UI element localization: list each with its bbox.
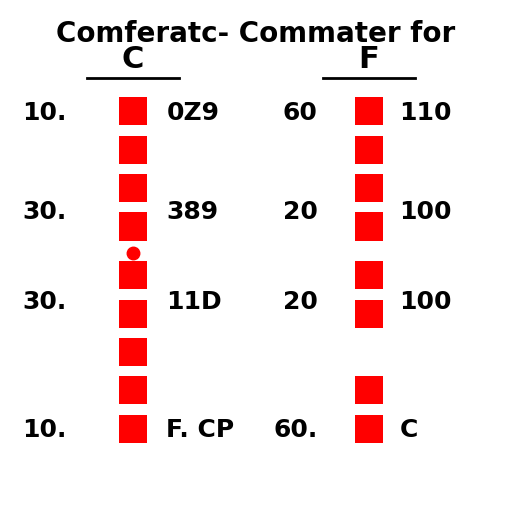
Text: F: F: [358, 45, 379, 74]
Text: Comferatc- Commater for: Comferatc- Commater for: [56, 20, 456, 49]
Text: F. CP: F. CP: [166, 418, 234, 442]
Bar: [354, 300, 383, 328]
Text: 10.: 10.: [22, 101, 67, 124]
Bar: [354, 136, 383, 164]
Text: 0Z9: 0Z9: [166, 101, 220, 124]
Text: 100: 100: [399, 290, 452, 314]
Text: 60.: 60.: [273, 418, 317, 442]
Text: 30.: 30.: [23, 290, 67, 314]
Text: C: C: [122, 45, 144, 74]
Text: C: C: [399, 418, 418, 442]
Bar: [119, 376, 147, 404]
Bar: [119, 174, 147, 202]
Bar: [119, 261, 147, 289]
Text: 30.: 30.: [23, 201, 67, 224]
Bar: [119, 300, 147, 328]
Text: 11D: 11D: [166, 290, 222, 314]
Bar: [119, 97, 147, 125]
Bar: [119, 212, 147, 241]
Bar: [354, 376, 383, 404]
Text: 60: 60: [283, 101, 317, 124]
Text: 110: 110: [399, 101, 452, 124]
Text: 100: 100: [399, 201, 452, 224]
Bar: [354, 415, 383, 443]
Text: 20: 20: [283, 290, 317, 314]
Bar: [119, 415, 147, 443]
Bar: [119, 338, 147, 366]
Text: 389: 389: [166, 201, 219, 224]
Bar: [119, 136, 147, 164]
Bar: [354, 174, 383, 202]
Text: 20: 20: [283, 201, 317, 224]
Text: 10.: 10.: [22, 418, 67, 442]
Bar: [354, 97, 383, 125]
Bar: [354, 212, 383, 241]
Bar: [354, 261, 383, 289]
